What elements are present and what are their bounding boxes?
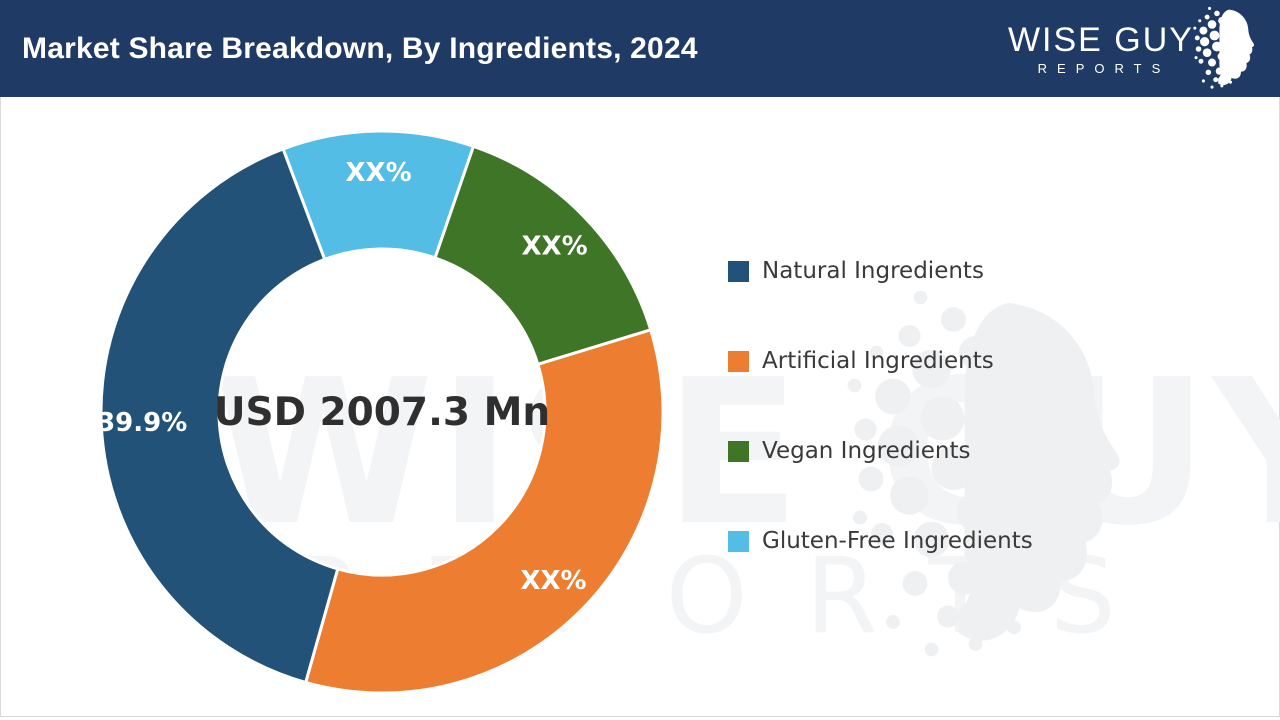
wiseguy-face-icon <box>1190 6 1266 92</box>
legend-item: Vegan Ingredients <box>728 437 1033 465</box>
legend-label: Artificial Ingredients <box>762 348 994 374</box>
donut-slices <box>99 129 665 695</box>
legend-swatch-icon <box>728 260 749 282</box>
legend-item: Gluten-Free Ingredients <box>728 527 1033 555</box>
donut-chart: XX% XX% XX% 39.9% USD 2007.3 Mn <box>97 129 665 695</box>
slice-percentage-label: XX% <box>520 566 586 596</box>
page-title: Market Share Breakdown, By Ingredients, … <box>22 31 698 65</box>
slice-percentage-label: 39.9% <box>97 408 187 438</box>
legend-swatch-icon <box>728 350 749 372</box>
legend-swatch-icon <box>728 530 749 552</box>
donut-slice-artificial-ingredients <box>304 328 665 695</box>
legend-item: Artificial Ingredients <box>728 347 1033 375</box>
legend-label: Natural Ingredients <box>762 258 984 284</box>
slice-labels: XX% XX% XX% 39.9% <box>97 158 588 596</box>
center-value-label: USD 2007.3 Mn <box>214 390 550 435</box>
chart-legend: Natural Ingredients Artificial Ingredient… <box>728 257 1033 555</box>
header-bar: Market Share Breakdown, By Ingredients, … <box>0 0 1280 97</box>
legend-swatch-icon <box>728 440 749 462</box>
legend-label: Gluten-Free Ingredients <box>762 528 1033 554</box>
legend-item: Natural Ingredients <box>728 257 1033 285</box>
wiseguy-logo: WISE GUY REPORTS <box>1008 6 1266 92</box>
wiseguy-logo-text: WISE GUY REPORTS <box>1008 23 1194 75</box>
slice-percentage-label: XX% <box>522 231 588 261</box>
logo-subtitle: REPORTS <box>1037 60 1171 76</box>
legend-label: Vegan Ingredients <box>762 438 971 464</box>
donut-slice-natural-ingredients <box>99 147 340 684</box>
logo-wordmark: WISE GUY <box>1007 20 1194 59</box>
slice-percentage-label: XX% <box>346 158 412 188</box>
